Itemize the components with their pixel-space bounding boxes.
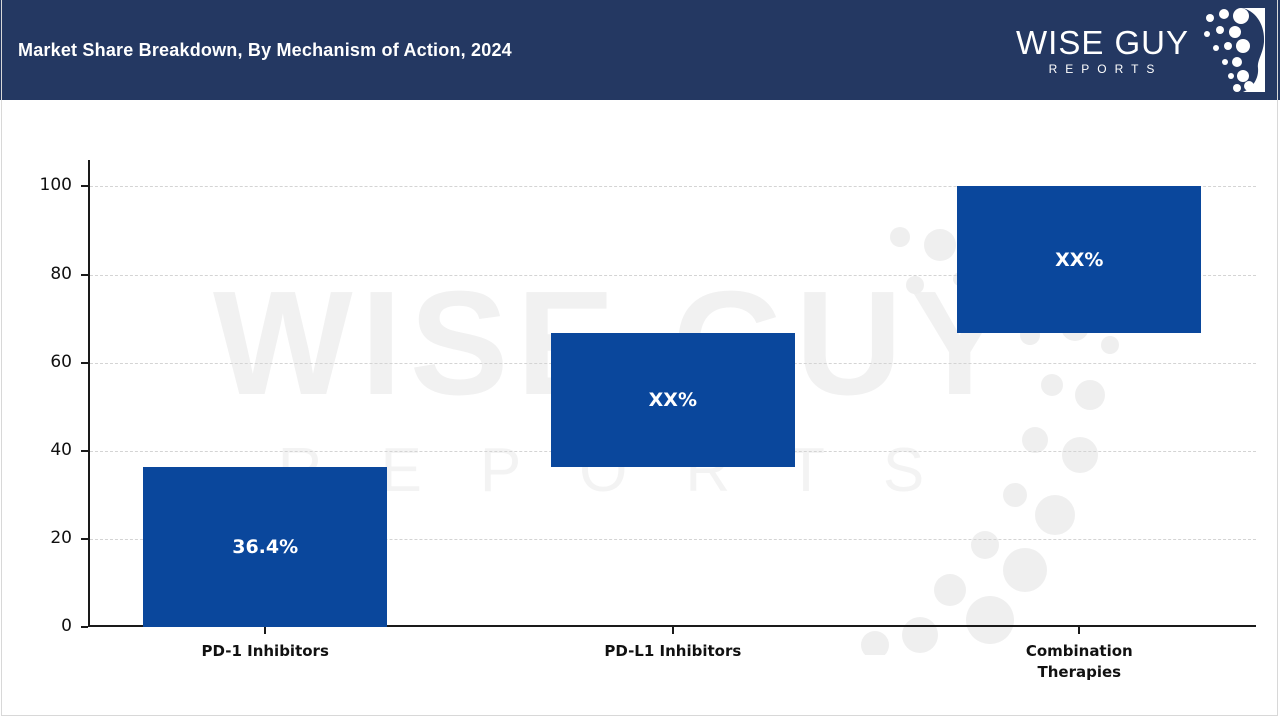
y-tick-mark xyxy=(81,273,88,276)
x-tick-mark xyxy=(1078,627,1081,634)
y-tick-mark xyxy=(81,449,88,452)
gridline-80 xyxy=(90,274,1256,276)
bar-value-label: XX% xyxy=(648,388,697,411)
logo-subtitle: REPORTS xyxy=(1048,61,1163,76)
y-tick-label: 20 xyxy=(50,527,72,548)
y-tick-mark xyxy=(81,361,88,364)
gridline-100 xyxy=(90,186,1256,188)
header-bar: Market Share Breakdown, By Mechanism of … xyxy=(0,0,1280,100)
gridline-20 xyxy=(90,538,1256,540)
bar-2: XX% xyxy=(550,333,795,467)
chart-title: Market Share Breakdown, By Mechanism of … xyxy=(18,39,512,60)
y-tick-label: 60 xyxy=(50,351,72,372)
y-tick-label: 100 xyxy=(39,175,72,196)
y-tick-mark xyxy=(81,185,88,188)
x-category-label: Combination Therapies xyxy=(1025,642,1133,681)
x-tick-mark xyxy=(264,627,267,634)
logo-head-icon xyxy=(1204,8,1266,92)
bar-3: XX% xyxy=(957,186,1202,334)
y-tick-mark xyxy=(81,537,88,540)
bar-value-label: XX% xyxy=(1055,248,1104,271)
logo-text: WISE GUY REPORTS xyxy=(1016,26,1189,75)
y-tick-label: 80 xyxy=(50,263,72,284)
y-tick-mark xyxy=(81,626,88,628)
plot-area: 0 20 40 60 80 100 36.4% PD-1 Inhibitors XX% PD-L1… xyxy=(40,160,1256,681)
y-tick-label: 40 xyxy=(50,439,72,460)
x-category-label: PD-L1 Inhibitors xyxy=(604,642,742,660)
x-tick-mark xyxy=(671,627,674,634)
logo-wordmark: WISE GUY xyxy=(1016,23,1190,61)
bar-value-label: 36.4% xyxy=(232,535,299,558)
bar-1: 36.4% xyxy=(143,466,388,627)
y-tick-label: 0 xyxy=(61,616,72,636)
x-category-label: PD-1 Inhibitors xyxy=(201,642,329,660)
wise-guy-logo: WISE GUY REPORTS xyxy=(1016,8,1266,92)
